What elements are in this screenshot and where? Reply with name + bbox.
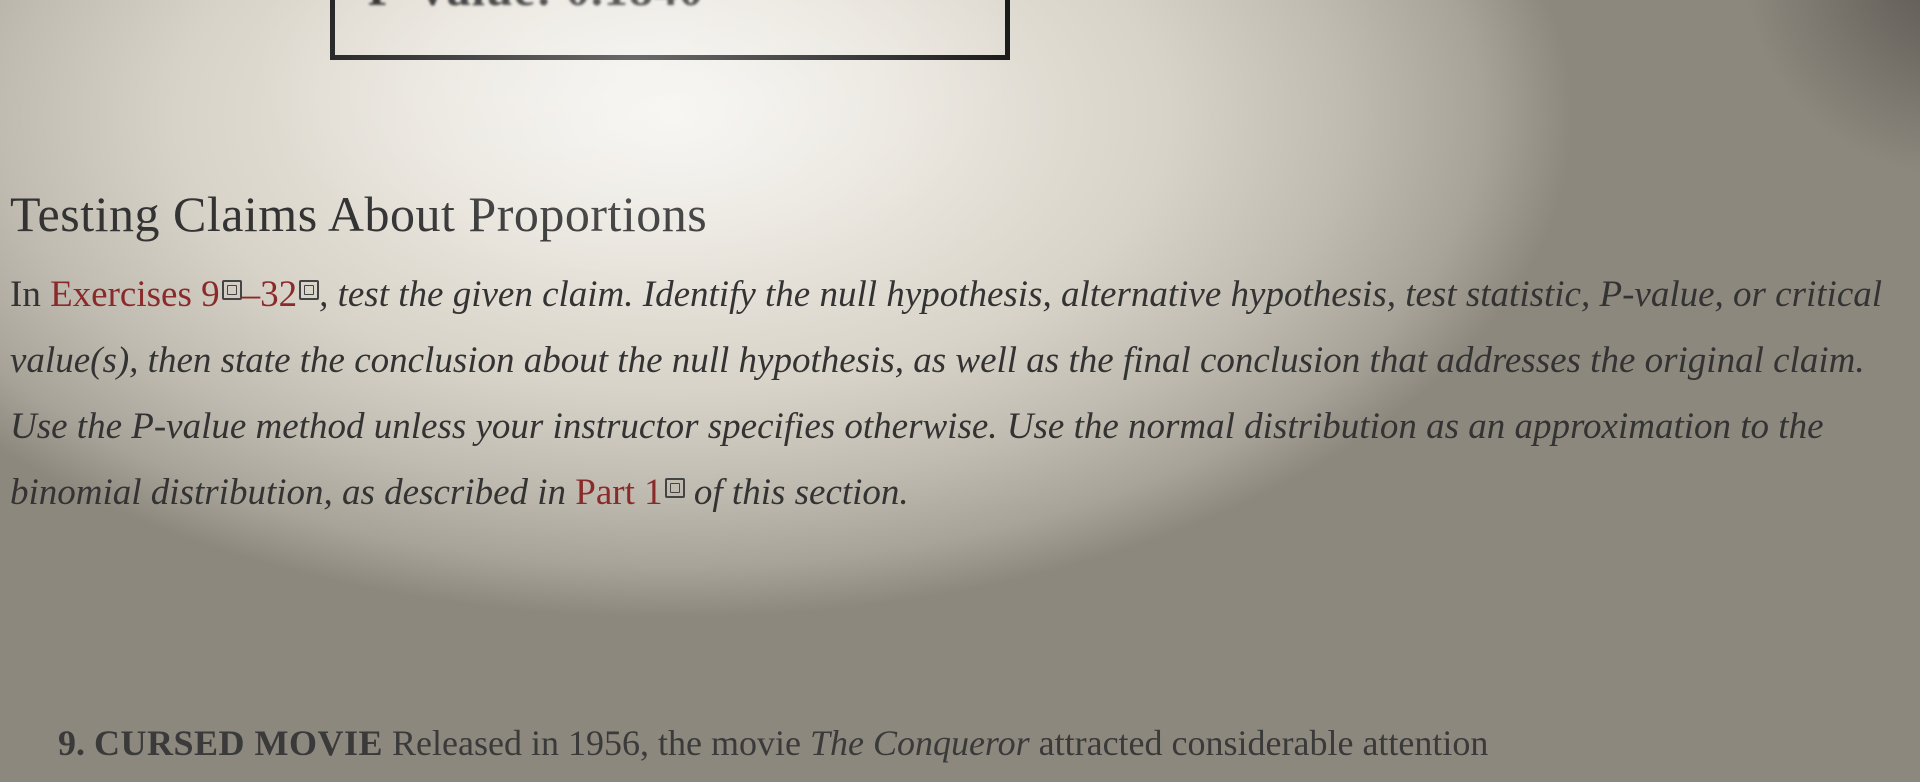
exercises-start-link[interactable]: Exercises 9: [50, 274, 242, 315]
exercises-end-link[interactable]: 32: [260, 274, 319, 315]
instructions-prefix: In: [10, 274, 50, 315]
section-heading: Testing Claims About Proportions: [10, 185, 707, 243]
instructions-body-2: of this section.: [685, 472, 909, 513]
exercises-end-text: 32: [260, 274, 297, 315]
photo-dark-corner: [1740, 0, 1920, 180]
exercises-start-text: Exercises 9: [50, 274, 220, 315]
popup-link-icon: [299, 280, 319, 300]
part1-link[interactable]: Part 1: [575, 472, 684, 513]
popup-link-icon: [665, 478, 685, 498]
question-lead: Released in 1956, the movie: [383, 723, 810, 763]
part1-link-text: Part 1: [575, 472, 662, 513]
question-number: 9.: [58, 723, 85, 763]
page-root: P-Value: 0.1840 Testing Claims About Pro…: [0, 0, 1920, 782]
question-tail: attracted considerable attention: [1030, 723, 1489, 763]
instructions-paragraph: In Exercises 9–32, test the given claim.…: [10, 262, 1900, 525]
pvalue-output-text: P-Value: 0.1840: [368, 0, 704, 17]
range-dash: –: [242, 274, 261, 315]
movie-title-italic: The Conqueror: [810, 723, 1030, 763]
popup-link-icon: [222, 280, 242, 300]
question-caps-title: CURSED MOVIE: [94, 723, 383, 763]
exercise-9: 9. CURSED MOVIE Released in 1956, the mo…: [58, 722, 1900, 764]
